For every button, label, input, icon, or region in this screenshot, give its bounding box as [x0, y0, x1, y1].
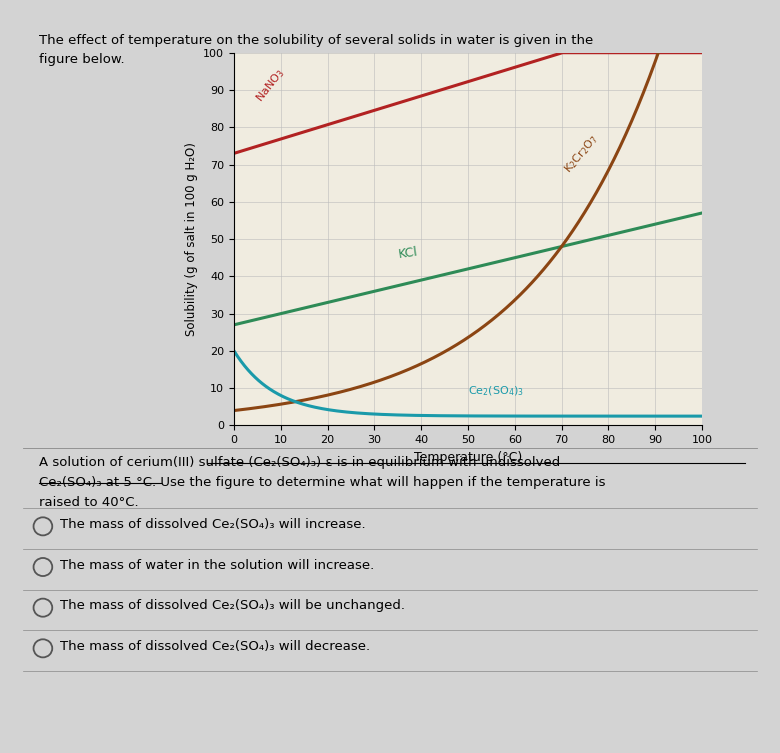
Text: figure below.: figure below. — [39, 53, 125, 66]
Text: $\rm NaNO_3$: $\rm NaNO_3$ — [253, 66, 287, 105]
Text: Ce₂(SO₄)₃ at 5 °C. Use the figure to determine what will happen if the temperatu: Ce₂(SO₄)₃ at 5 °C. Use the figure to det… — [39, 476, 605, 489]
Text: The mass of dissolved Ce₂(SO₄)₃ will increase.: The mass of dissolved Ce₂(SO₄)₃ will inc… — [60, 518, 366, 531]
Text: The mass of dissolved Ce₂(SO₄)₃ will be unchanged.: The mass of dissolved Ce₂(SO₄)₃ will be … — [60, 599, 405, 612]
Y-axis label: Solubility (g of salt in 100 g H₂O): Solubility (g of salt in 100 g H₂O) — [185, 142, 197, 336]
X-axis label: Temperature (°C): Temperature (°C) — [414, 451, 522, 464]
Text: raised to 40°C.: raised to 40°C. — [39, 496, 139, 509]
Text: $\rm Ce_2(SO_4)_3$: $\rm Ce_2(SO_4)_3$ — [468, 384, 524, 398]
Text: $\rm K_2Cr_2O_7$: $\rm K_2Cr_2O_7$ — [562, 132, 601, 175]
Text: KCl: KCl — [398, 245, 419, 261]
Text: The mass of dissolved Ce₂(SO₄)₃ will decrease.: The mass of dissolved Ce₂(SO₄)₃ will dec… — [60, 640, 370, 653]
Text: The effect of temperature on the solubility of several solids in water is given : The effect of temperature on the solubil… — [39, 34, 594, 47]
Text: The mass of water in the solution will increase.: The mass of water in the solution will i… — [60, 559, 374, 572]
Text: A solution of cerium(III) sulfate (Ce₂(SO₄)₃) ε is in equilibrium with undissolv: A solution of cerium(III) sulfate (Ce₂(S… — [39, 456, 560, 468]
